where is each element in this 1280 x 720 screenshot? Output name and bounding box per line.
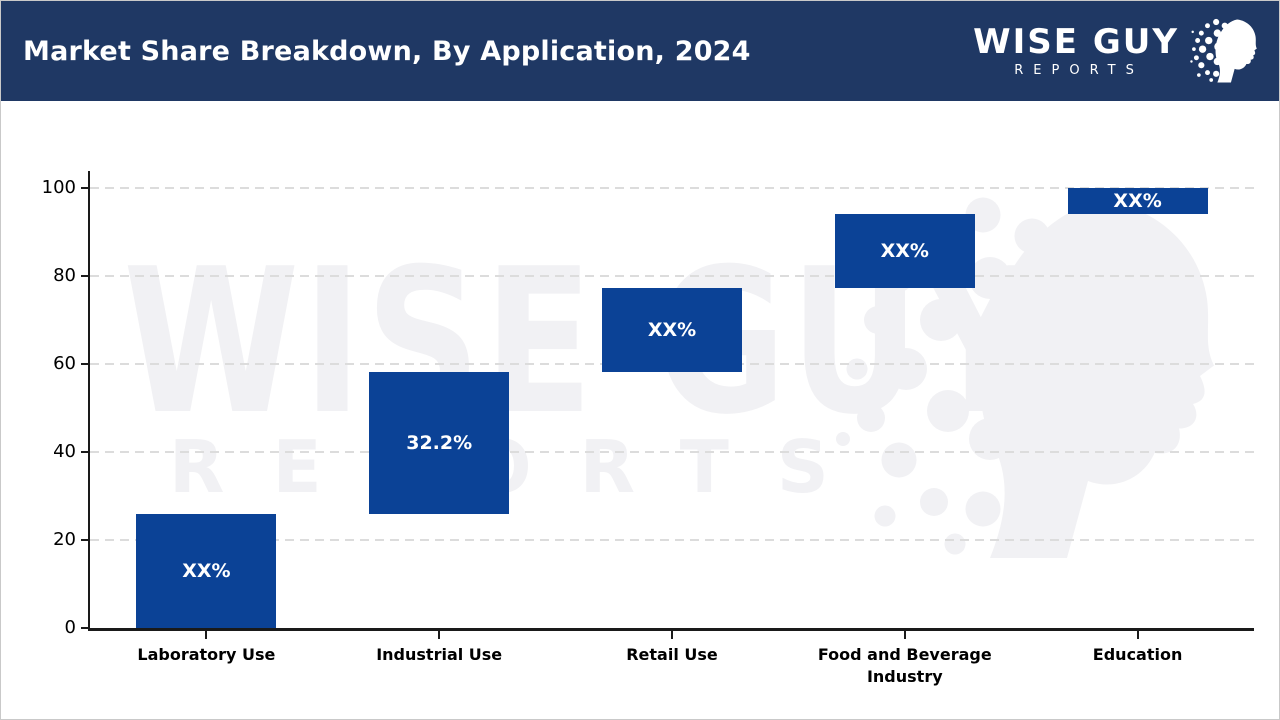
dotted-head-profile-icon <box>1189 17 1263 85</box>
logo-text-wise-guy: WISE GUY <box>973 21 1179 62</box>
waterfall-bar <box>136 514 277 628</box>
brand-logo: WISE GUY REPORTS <box>973 17 1263 85</box>
y-tick-mark <box>81 187 89 189</box>
y-axis-tick-label: 40 <box>53 441 76 462</box>
y-tick-mark <box>81 275 89 277</box>
bar-value-label: XX% <box>182 560 231 582</box>
x-tick-mark <box>205 631 208 639</box>
y-gridline <box>90 451 1254 453</box>
waterfall-bar <box>1067 188 1208 214</box>
x-tick-mark <box>438 631 441 639</box>
watermark-text-reports: REPORTS <box>169 425 877 509</box>
x-tick-mark <box>903 631 906 639</box>
y-axis-tick-label: 20 <box>53 529 76 550</box>
y-axis-tick-label: 100 <box>41 177 76 198</box>
bar-value-label: XX% <box>647 319 697 342</box>
waterfall-chart: WISE GUY REPORTS 0 20 40 60 80 100 XX% Laborato… <box>1 101 1279 719</box>
waterfall-bar <box>834 213 975 288</box>
header: Market Share Breakdown, By Application, … <box>1 1 1279 101</box>
x-axis-category-label: Industrial Use <box>376 645 503 664</box>
y-gridline <box>90 187 1254 189</box>
x-tick-mark <box>671 631 673 639</box>
y-axis-tick-label: 60 <box>53 353 76 374</box>
page-title: Market Share Breakdown, By Application, … <box>23 35 751 67</box>
y-axis-tick-label: 80 <box>53 265 76 286</box>
x-axis-category-label: Education <box>1092 645 1183 664</box>
y-tick-mark <box>81 539 89 541</box>
y-gridline <box>90 275 1254 277</box>
bar-value-label: XX% <box>1113 189 1162 212</box>
bar-value-label: 32.2% <box>406 432 473 455</box>
bar-value-label: XX% <box>880 239 929 262</box>
waterfall-bar <box>602 287 742 373</box>
y-axis-tick-label: 0 <box>64 617 76 638</box>
logo-text-reports: REPORTS <box>1014 62 1144 78</box>
x-axis-line <box>88 628 1254 631</box>
x-tick-mark <box>1136 631 1139 639</box>
x-axis-category-label: Retail Use <box>626 645 718 664</box>
y-tick-mark <box>81 451 89 453</box>
y-tick-mark <box>81 363 89 365</box>
y-axis-line <box>88 171 90 631</box>
y-gridline <box>90 539 1254 541</box>
x-axis-category-label: Laboratory Use <box>137 645 276 664</box>
x-axis-category-label: Food and Beverage Industry <box>817 645 992 686</box>
y-tick-mark <box>81 627 89 629</box>
waterfall-bar <box>369 372 510 515</box>
logo-wordmark: WISE GUY REPORTS <box>973 25 1179 78</box>
